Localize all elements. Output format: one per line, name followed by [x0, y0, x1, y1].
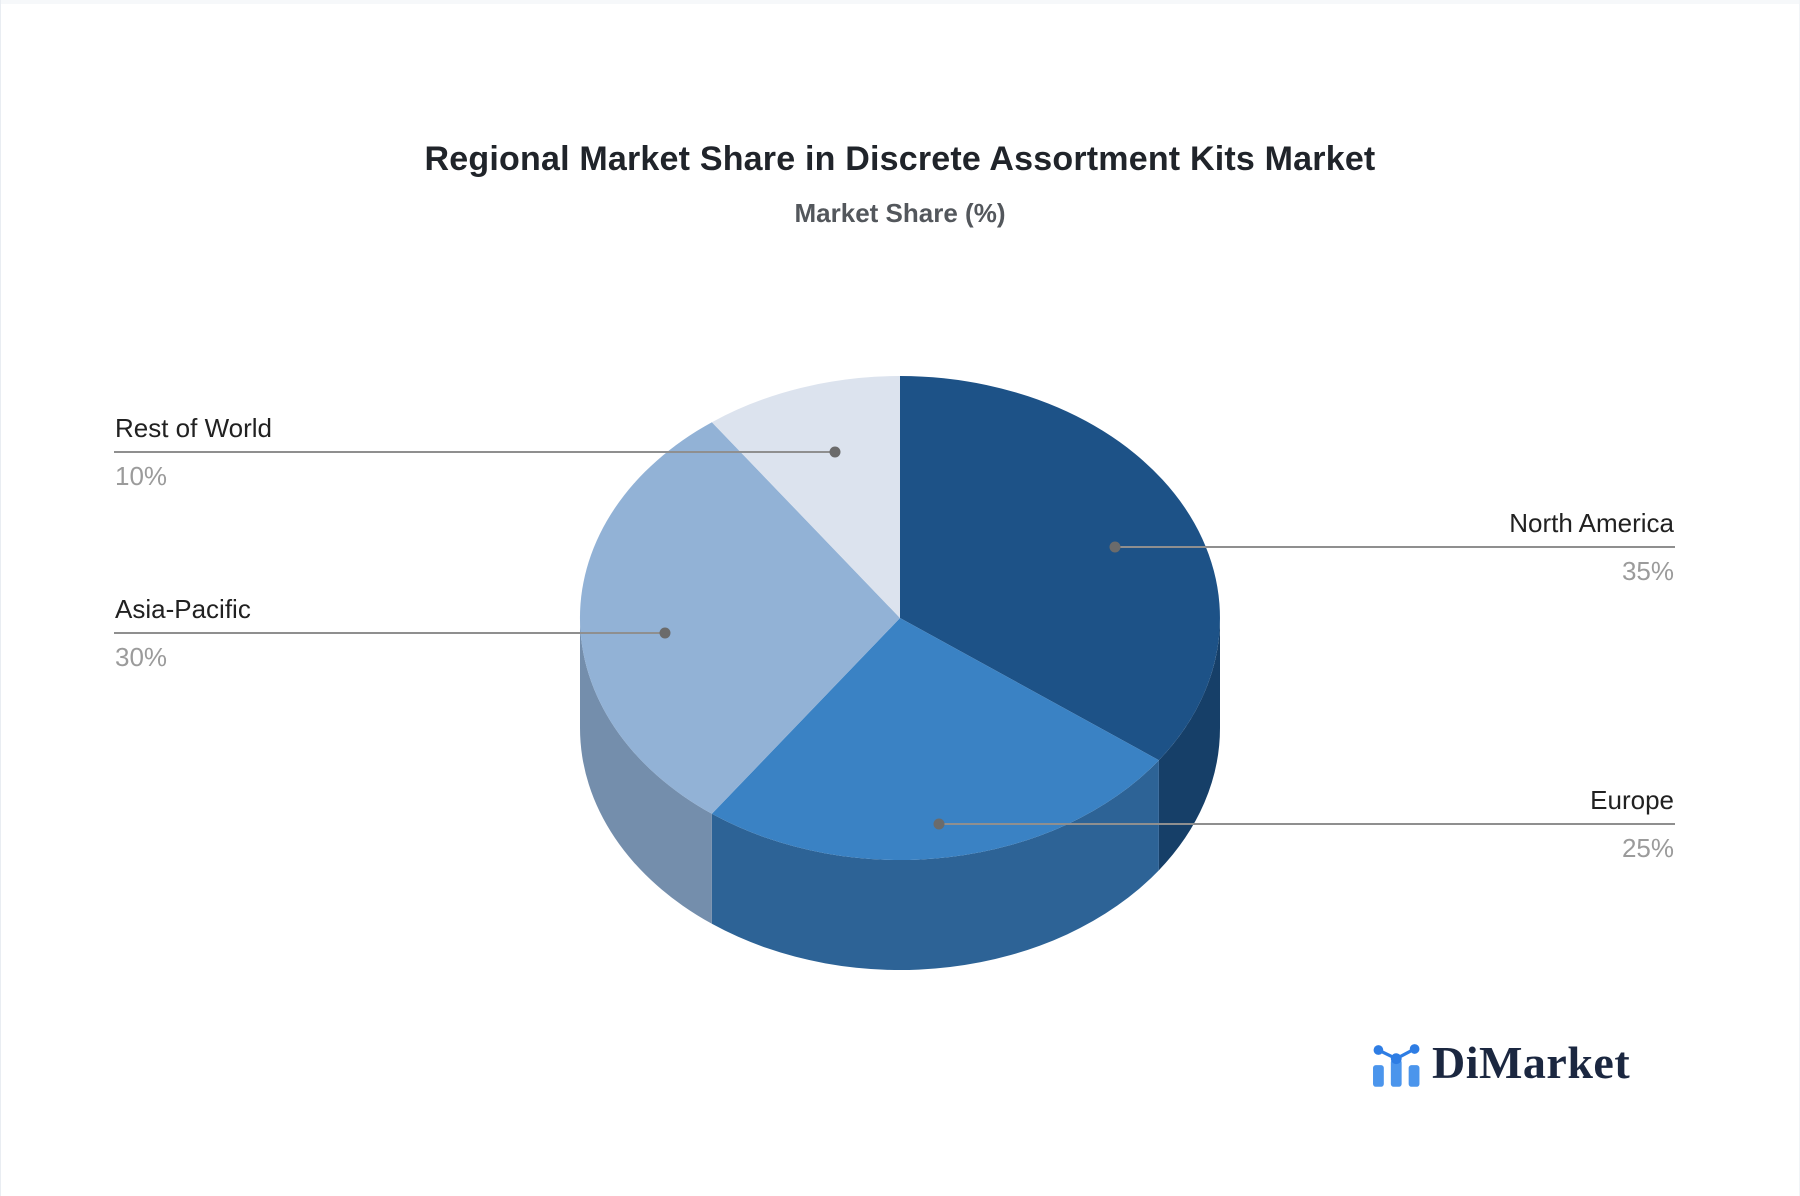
logo-bar-1	[1373, 1065, 1384, 1087]
slice-percent: 30%	[115, 642, 168, 672]
logo-dot-2	[1390, 1053, 1402, 1065]
chart-subtitle: Market Share (%)	[794, 198, 1006, 228]
pie-slice-asia-pacific[interactable]	[579, 422, 900, 814]
pie-slice-side-asia-pacific	[580, 618, 712, 924]
pie-slice-europe[interactable]	[711, 618, 1159, 861]
pie-slice-side-europe	[711, 760, 1159, 971]
callout-dot-north-america	[1109, 541, 1121, 553]
callout-dot-europe	[933, 818, 945, 830]
page-edge-left	[0, 0, 1, 1196]
callout-dot-rest-of-world	[829, 446, 841, 458]
logo-text: DiMarket	[1432, 1037, 1631, 1088]
callout-rest-of-world: Rest of World 10%	[115, 413, 272, 491]
slice-label: Europe	[1590, 785, 1674, 815]
pie-slice-north-america[interactable]	[900, 376, 1220, 761]
slice-label: Asia-Pacific	[115, 594, 251, 624]
bar-line-chart-icon	[1373, 1044, 1420, 1087]
dimarket-logo: DiMarket	[1366, 1038, 1630, 1088]
logo-dot-1	[1373, 1045, 1384, 1055]
chart-title: Regional Market Share in Discrete Assort…	[424, 140, 1376, 178]
callout-europe: Europe 25%	[1590, 785, 1674, 863]
callout-dot-asia-pacific	[659, 627, 671, 639]
pie-slice-rest-of-world[interactable]	[711, 375, 900, 618]
logo-bar-2	[1390, 1059, 1402, 1087]
callout-asia-pacific: Asia-Pacific 30%	[115, 594, 251, 672]
slice-label: Rest of World	[115, 413, 273, 443]
page-edge-top	[0, 0, 1800, 4]
pie-slice-side-north-america	[1158, 618, 1220, 871]
callout-north-america: North America 35%	[1509, 508, 1674, 586]
logo-bar-3	[1408, 1065, 1420, 1087]
slice-percent: 35%	[1621, 556, 1674, 586]
logo-dot-3	[1409, 1044, 1420, 1054]
slice-label: North America	[1509, 508, 1674, 538]
slice-percent: 10%	[115, 461, 168, 491]
slice-percent: 25%	[1621, 833, 1674, 863]
